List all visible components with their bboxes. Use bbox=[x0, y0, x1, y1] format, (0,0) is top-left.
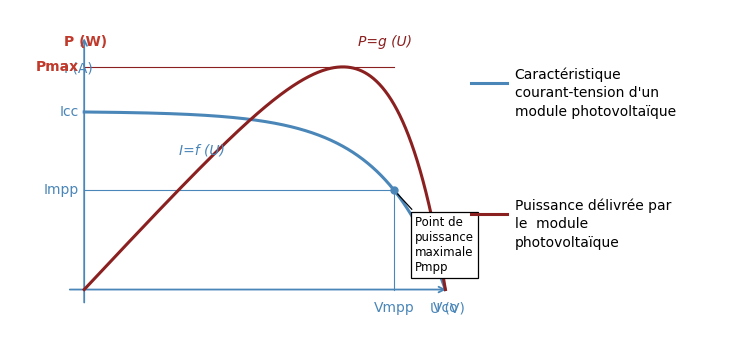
Text: Point de
puissance
maximale
Pmpp: Point de puissance maximale Pmpp bbox=[396, 192, 474, 274]
Text: photovoltaïque: photovoltaïque bbox=[515, 236, 619, 250]
Text: I=f (U): I=f (U) bbox=[179, 144, 225, 158]
Text: Puissance délivrée par: Puissance délivrée par bbox=[515, 198, 671, 213]
Text: P (W): P (W) bbox=[64, 36, 107, 49]
Text: le  module: le module bbox=[515, 217, 588, 231]
Text: P=g (U): P=g (U) bbox=[358, 34, 412, 49]
Text: module photovoltaïque: module photovoltaïque bbox=[515, 105, 676, 119]
Text: Vmpp: Vmpp bbox=[374, 301, 414, 315]
Text: Caractéristique: Caractéristique bbox=[515, 67, 621, 82]
Text: courant-tension d'un: courant-tension d'un bbox=[515, 86, 658, 100]
Text: I (A): I (A) bbox=[64, 62, 92, 76]
Text: Impp: Impp bbox=[44, 183, 79, 197]
Text: U (V): U (V) bbox=[430, 301, 464, 315]
Text: Icc: Icc bbox=[60, 105, 79, 119]
Text: Pmax: Pmax bbox=[36, 60, 79, 74]
Text: Vco: Vco bbox=[433, 301, 458, 315]
